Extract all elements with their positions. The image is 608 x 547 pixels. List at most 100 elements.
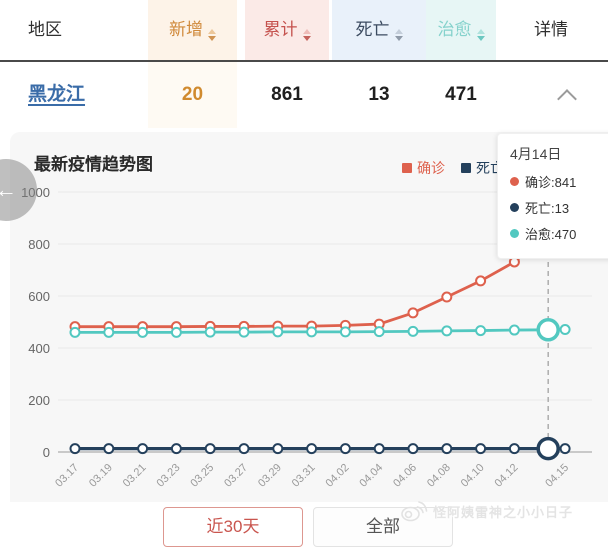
- y-tick-label: 800: [28, 237, 50, 252]
- column-header-region: 地区: [28, 0, 62, 60]
- x-tick-label: 03.25: [188, 462, 216, 490]
- column-header-deaths-label: 死亡: [355, 20, 390, 39]
- data-point: [306, 326, 318, 338]
- confirmed-dot-icon: [510, 177, 519, 186]
- x-tick-label: 04.08: [425, 462, 453, 490]
- series-确诊: [69, 221, 571, 333]
- tooltip-confirmed-value: 确诊:841: [525, 175, 577, 190]
- data-point: [272, 443, 284, 455]
- deaths-dot-icon: [510, 203, 519, 212]
- data-point: [407, 307, 419, 319]
- x-tick-label: 04.02: [324, 462, 352, 490]
- y-tick-label: 0: [43, 445, 50, 460]
- deaths-column-tint: [332, 0, 426, 60]
- table-row-region[interactable]: 黑龙江: [28, 62, 85, 128]
- cured-dot-icon: [510, 229, 519, 238]
- collapse-row-button[interactable]: [550, 62, 584, 128]
- x-tick-label: 03.21: [121, 462, 149, 490]
- x-tick-label: 04.15: [543, 462, 571, 490]
- data-point: [170, 443, 182, 455]
- tooltip-row-deaths: 死亡:13: [510, 198, 608, 217]
- data-point: [238, 443, 250, 455]
- column-header-detail-label: 详情: [534, 20, 568, 39]
- table-row-new-value: 20: [148, 62, 237, 128]
- x-tick-label: 03.31: [290, 462, 318, 490]
- grid-and-y-axis: 02004006008001000: [21, 185, 592, 460]
- chart-title: 最新疫情趋势图: [34, 155, 153, 174]
- data-point: [69, 443, 81, 455]
- series-治愈: [69, 318, 571, 342]
- column-header-total[interactable]: 累计: [245, 0, 329, 60]
- deaths-legend-swatch-icon: [461, 163, 471, 173]
- legend-item-confirmed[interactable]: 确诊: [402, 158, 445, 178]
- column-header-cured[interactable]: 治愈: [426, 0, 496, 60]
- x-tick-label: 04.06: [391, 462, 419, 490]
- data-point: [407, 443, 419, 455]
- y-tick-label: 400: [28, 341, 50, 356]
- data-point: [441, 291, 453, 303]
- province-link[interactable]: 黑龙江: [28, 84, 86, 105]
- data-point: [559, 324, 571, 336]
- x-tick-label: 04.04: [357, 462, 385, 490]
- data-point: [69, 326, 81, 338]
- table-row-cured-value: 471: [445, 84, 477, 105]
- data-point: [306, 443, 318, 455]
- data-point: [508, 443, 520, 455]
- confirmed-legend-swatch-icon: [402, 163, 412, 173]
- x-tick-label: 04.12: [493, 462, 521, 490]
- column-header-total-label: 累计: [263, 20, 298, 39]
- chevron-up-icon: [557, 89, 577, 109]
- x-tick-label: 03.17: [53, 462, 81, 490]
- data-point: [441, 443, 453, 455]
- watermark: 怪阿姨雷神之小小日子: [400, 499, 573, 523]
- data-point: [137, 443, 149, 455]
- data-point: [475, 275, 487, 287]
- total-column-tint: [245, 0, 329, 60]
- column-header-new-label: 新增: [169, 20, 203, 39]
- legend-label: 确诊: [417, 160, 445, 176]
- highlighted-data-point: [536, 436, 560, 461]
- column-header-cured-label: 治愈: [437, 20, 472, 39]
- tooltip-row-confirmed: 确诊:841: [510, 172, 608, 191]
- tooltip-date: 4月14日: [510, 146, 562, 162]
- data-point: [407, 325, 419, 337]
- sort-arrows-icon[interactable]: [302, 29, 311, 41]
- x-axis-labels: 03.17 03.19 03.21 03.23 03.25 03.27 03.29 03.31…: [53, 462, 571, 490]
- column-header-deaths[interactable]: 死亡: [332, 0, 426, 60]
- range-30days-button[interactable]: 近30天: [163, 507, 303, 547]
- data-point: [475, 325, 487, 337]
- data-point: [339, 326, 351, 338]
- data-point: [441, 325, 453, 337]
- trend-line-chart[interactable]: 0200400600800100003.1703.1903.2103.2303.…: [10, 172, 608, 502]
- chart-tooltip: 4月14日 确诊:841 死亡:13 治愈:470: [497, 133, 608, 259]
- sort-arrows-icon[interactable]: [208, 29, 216, 41]
- data-point: [508, 324, 520, 336]
- tooltip-row-cured: 治愈:470: [510, 224, 608, 243]
- weibo-logo-icon: [401, 501, 428, 522]
- series-死亡: [69, 436, 571, 461]
- data-point: [559, 443, 571, 455]
- data-point: [238, 326, 250, 338]
- table-row-total-value: 861: [271, 84, 303, 105]
- data-point: [339, 443, 351, 455]
- tooltip-cured-value: 治愈:470: [525, 227, 577, 242]
- x-tick-label: 03.27: [222, 462, 250, 490]
- data-point: [373, 443, 385, 455]
- data-point: [272, 326, 284, 338]
- x-tick-label: 04.10: [459, 462, 487, 490]
- watermark-text: 怪阿姨雷神之小小日子: [433, 504, 574, 520]
- column-header-region-label: 地区: [28, 20, 62, 39]
- new-column-tint: [148, 0, 237, 60]
- x-tick-label: 03.29: [256, 462, 284, 490]
- data-point: [204, 443, 216, 455]
- x-tick-label: 03.23: [155, 462, 183, 490]
- data-point: [103, 326, 115, 338]
- data-point: [204, 326, 216, 338]
- y-tick-label: 200: [28, 393, 50, 408]
- column-header-new[interactable]: 新增: [148, 0, 237, 60]
- back-arrow-icon: ←: [0, 177, 17, 202]
- sort-arrows-icon[interactable]: [476, 29, 485, 41]
- sort-arrows-icon[interactable]: [394, 29, 403, 41]
- data-point: [373, 326, 385, 338]
- table-row-deaths-value: 13: [368, 84, 390, 105]
